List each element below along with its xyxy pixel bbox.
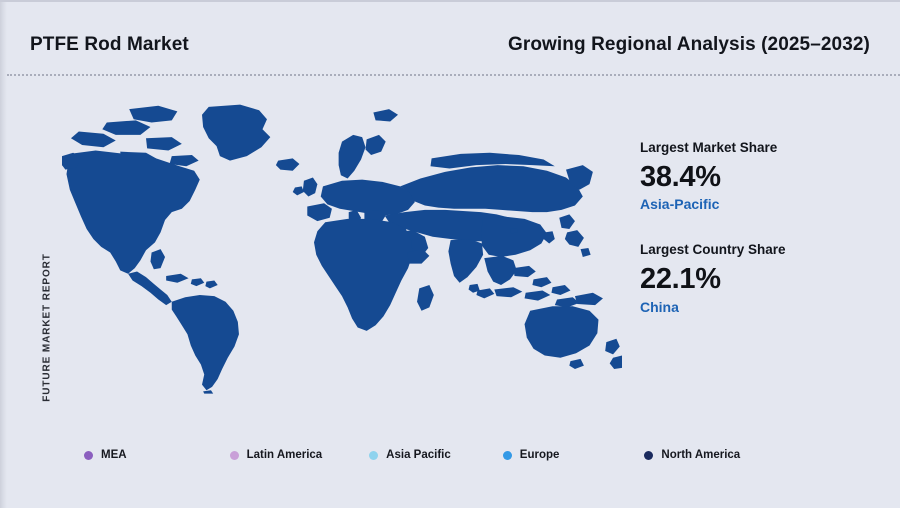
legend-item-north-america: North America — [644, 449, 784, 461]
legend-dot-icon — [502, 450, 512, 460]
legend-item-label: MEA — [101, 449, 127, 461]
stat-region: Asia-Pacific — [640, 196, 720, 213]
legend-item-label: Europe — [519, 449, 560, 461]
legend-item-latin-america: Latin America — [229, 449, 370, 461]
stat-value: 22.1% — [640, 263, 721, 296]
stat-value: 38.4% — [640, 161, 721, 193]
legend-dot-icon — [84, 450, 93, 460]
stats-panel: Largest Market Share 38.4% Asia-Pacific … — [640, 140, 880, 345]
legend-item-mea: MEA — [84, 449, 230, 461]
legend-item-europe: Europe — [502, 449, 645, 461]
legend-dot-icon — [369, 450, 379, 460]
page-title: PTFE Rod Market — [30, 34, 189, 55]
world-map-svg — [62, 104, 622, 394]
legend-item-label: Asia Pacific — [386, 449, 451, 461]
page-subtitle: Growing Regional Analysis (2025–2032) — [507, 34, 870, 55]
legend-item-asia-pacific: Asia Pacific — [369, 449, 503, 461]
left-edge-strip — [0, 2, 7, 508]
header-divider — [7, 74, 900, 76]
brand-vertical-label: FUTURE MARKET REPORT — [41, 253, 53, 402]
legend-dot-icon — [229, 450, 239, 460]
stat-region: China — [640, 298, 679, 315]
map-legend: MEA Latin America Asia Pacific Europe No… — [84, 449, 784, 461]
stat-block-market-share: Largest Market Share 38.4% Asia-Pacific — [640, 140, 880, 212]
map-landmasses — [62, 104, 622, 394]
stat-block-country-share: Largest Country Share 22.1% China — [640, 242, 880, 314]
stat-label: Largest Country Share — [640, 242, 786, 258]
world-map — [62, 98, 622, 398]
legend-dot-icon — [644, 450, 654, 460]
stat-label: Largest Market Share — [640, 140, 778, 155]
poster-header: PTFE Rod Market Growing Regional Analysi… — [0, 16, 900, 74]
legend-item-label: North America — [661, 449, 741, 461]
legend-item-label: Latin America — [246, 449, 323, 461]
